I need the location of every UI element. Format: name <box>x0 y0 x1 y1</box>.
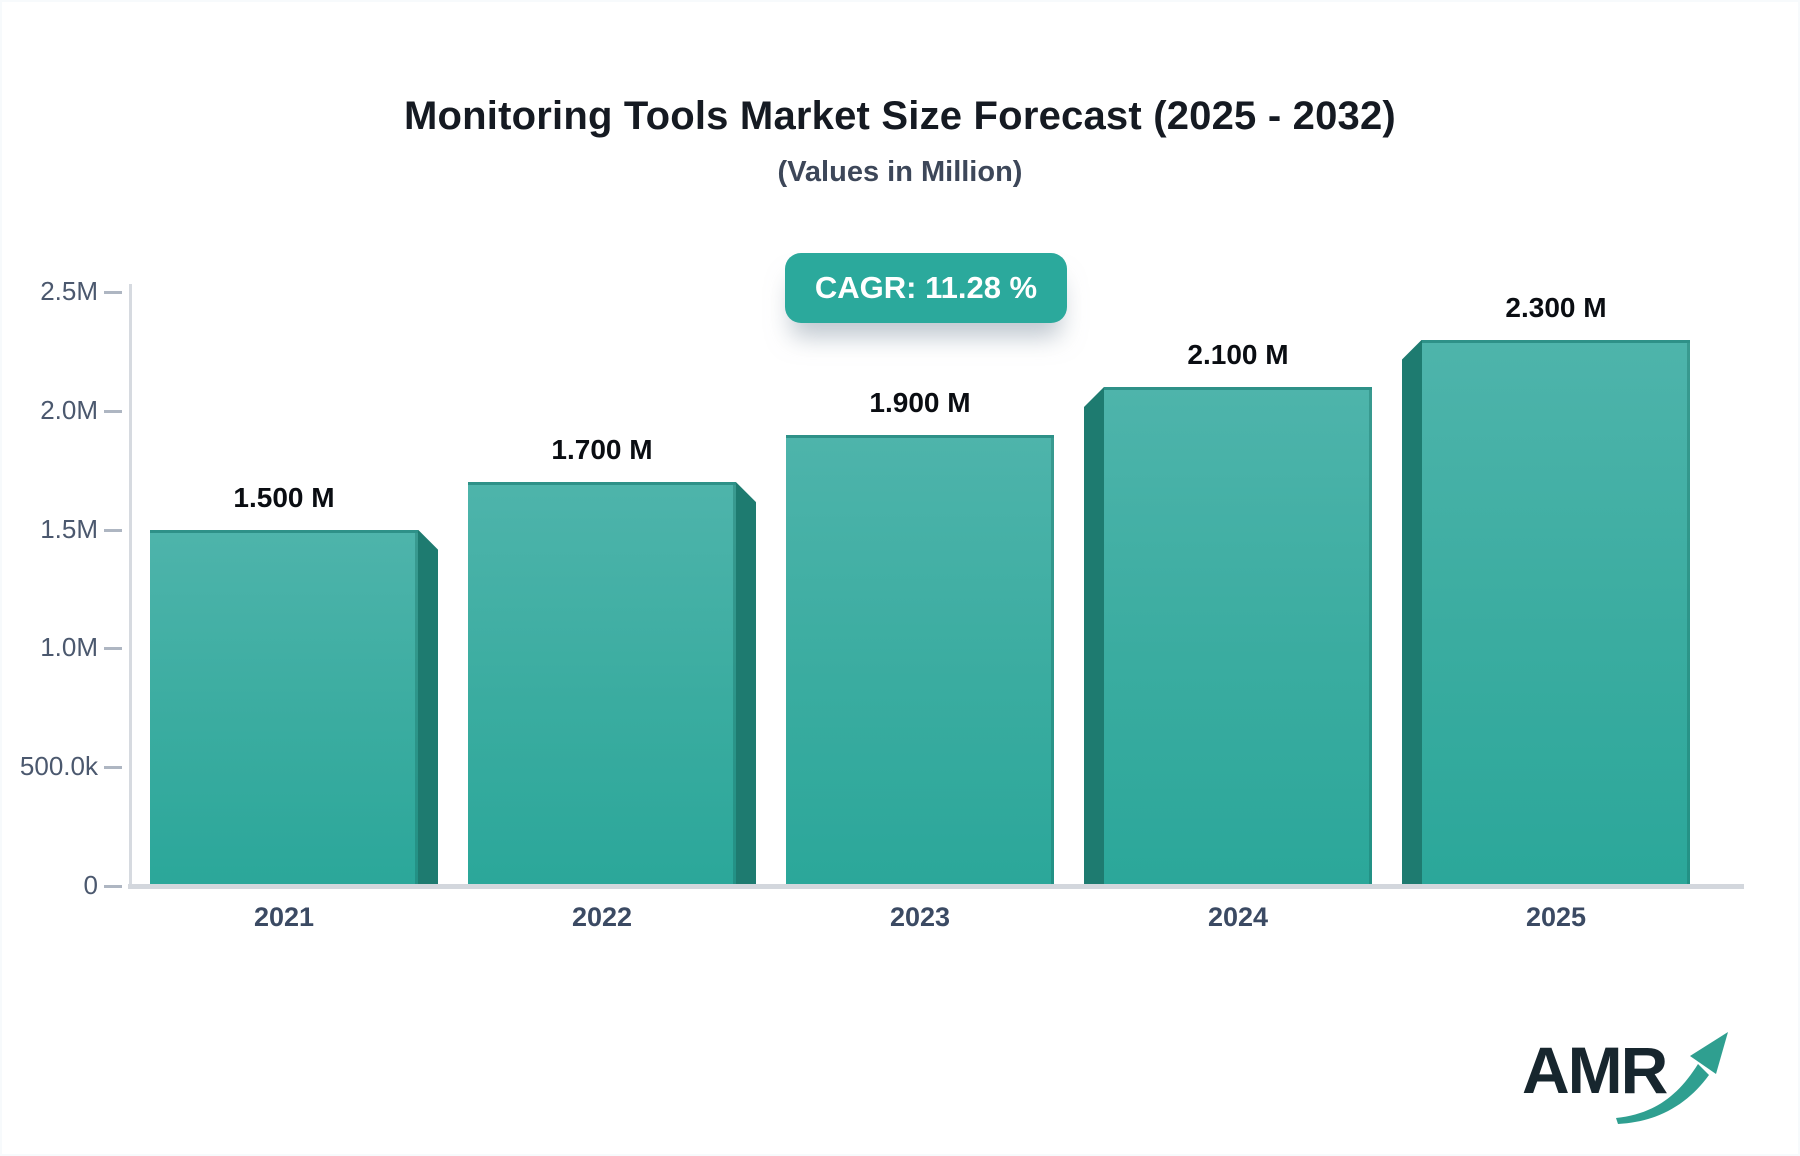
chart-subtitle: (Values in Million) <box>777 156 1023 188</box>
x-tick-label-2022: 2022 <box>571 902 633 932</box>
bar-value-label-2023: 1.900 M <box>869 386 971 418</box>
bar-value-label-2024: 2.100 M <box>1187 339 1289 371</box>
y-tick-dash-1.0M <box>104 647 122 651</box>
bar-side-2025 <box>1402 339 1422 884</box>
x-tick-label-2021: 2021 <box>253 902 315 932</box>
cagr-badge-label: CAGR: 11.28 % <box>814 270 1038 305</box>
y-tick-dash-2.5M <box>104 291 122 294</box>
bar-value-label-2022: 1.700 M <box>551 434 653 466</box>
amr-logo-text: AMR <box>1522 1033 1668 1107</box>
cagr-badge: CAGR: 11.28 % <box>785 253 1067 323</box>
bar-value-label-2025: 2.300 M <box>1505 291 1607 323</box>
trend-up-arrow-icon <box>1616 1032 1728 1124</box>
y-tick-dash-0 <box>104 885 122 888</box>
x-tick-label-2024: 2024 <box>1207 902 1269 932</box>
y-tick-label-0: 0 <box>83 870 98 900</box>
bar-side-2022 <box>736 482 756 884</box>
x-axis-line <box>128 884 1744 889</box>
x-tick-label-2023: 2023 <box>889 902 951 932</box>
y-tick-dash-1.5M <box>104 528 122 532</box>
y-tick-label-1.5M: 1.5M <box>40 513 98 544</box>
bar-value-label-2021: 1.500 M <box>233 481 335 513</box>
y-axis-line <box>129 284 132 889</box>
bar-2022 <box>468 482 736 884</box>
bar-2024 <box>1104 387 1372 884</box>
chart-title: Monitoring Tools Market Size Forecast (2… <box>404 94 1396 138</box>
bar-2025 <box>1422 339 1690 884</box>
bar-2021 <box>150 529 418 884</box>
y-tick-label-500.0k: 500.0k <box>19 751 98 782</box>
y-tick-label-1.0M: 1.0M <box>40 632 98 663</box>
bar-side-2024 <box>1084 387 1104 884</box>
bar-2023 <box>786 434 1054 884</box>
x-tick-label-2025: 2025 <box>1525 902 1587 932</box>
y-tick-dash-2.0M <box>104 409 122 413</box>
amr-logo: AMR <box>1522 1024 1732 1124</box>
bar-side-2021 <box>418 529 438 884</box>
y-tick-label-2.5M: 2.5M <box>40 276 98 306</box>
y-tick-label-2.0M: 2.0M <box>40 394 98 425</box>
y-tick-dash-500.0k <box>104 766 122 770</box>
